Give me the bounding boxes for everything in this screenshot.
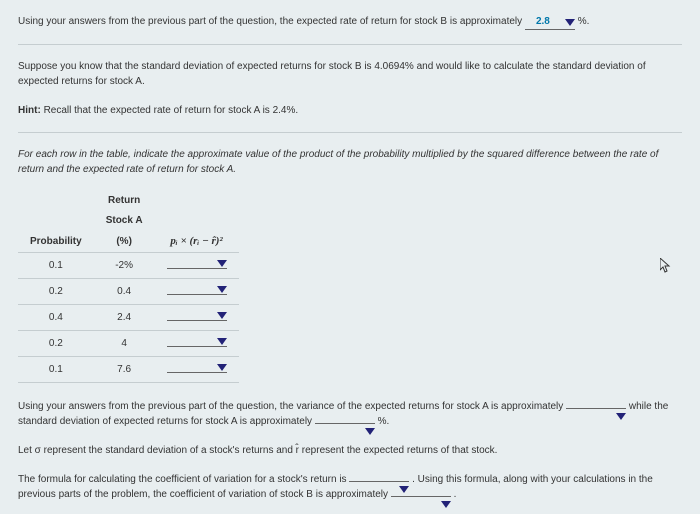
caret-icon bbox=[217, 310, 227, 325]
dropdown-value: 2.8 bbox=[536, 16, 550, 27]
dropdown-rate-b[interactable]: 2.8 bbox=[525, 14, 575, 30]
variance-b: while the bbox=[629, 401, 668, 412]
instruction-line1: For each row in the table, indicate the … bbox=[18, 149, 658, 160]
let-text: Let σ represent the standard deviation o… bbox=[18, 445, 497, 456]
caret-icon bbox=[616, 411, 626, 426]
formula-c: previous parts of the problem, the coeff… bbox=[18, 489, 388, 500]
col-return-3: (%) bbox=[94, 231, 155, 253]
intro-paragraph: Using your answers from the previous par… bbox=[18, 14, 682, 30]
suppose-line1: Suppose you know that the standard devia… bbox=[18, 61, 646, 72]
dropdown-coefficient[interactable] bbox=[391, 496, 451, 497]
cell-probability: 0.4 bbox=[18, 305, 94, 331]
caret-icon bbox=[365, 426, 375, 441]
divider bbox=[18, 132, 682, 133]
table-row: 0.20.4 bbox=[18, 279, 239, 305]
formula-b: . Using this formula, along with your ca… bbox=[412, 474, 653, 485]
cell-product bbox=[155, 331, 239, 357]
caret-icon bbox=[441, 499, 451, 514]
instruction-line2: return and the expected rate of return f… bbox=[18, 164, 236, 175]
hint-label: Hint: bbox=[18, 105, 41, 116]
suppose-line2: expected returns for stock A. bbox=[18, 76, 145, 87]
dropdown-stddev[interactable] bbox=[315, 423, 375, 424]
dropdown-product[interactable] bbox=[167, 283, 227, 295]
formula-d: . bbox=[454, 489, 457, 500]
dropdown-product[interactable] bbox=[167, 361, 227, 373]
col-formula: pᵢ × (rᵢ − r̂)² bbox=[155, 231, 239, 253]
cell-return: 0.4 bbox=[94, 279, 155, 305]
cell-probability: 0.1 bbox=[18, 357, 94, 383]
caret-icon bbox=[565, 17, 575, 32]
col-return-2: Stock A bbox=[94, 211, 155, 231]
hint-paragraph: Hint: Recall that the expected rate of r… bbox=[18, 103, 682, 118]
cell-return: 2.4 bbox=[94, 305, 155, 331]
divider bbox=[18, 44, 682, 45]
dropdown-product[interactable] bbox=[167, 335, 227, 347]
let-paragraph: Let σ represent the standard deviation o… bbox=[18, 443, 682, 458]
formula-paragraph: The formula for calculating the coeffici… bbox=[18, 472, 682, 502]
hint-text: Recall that the expected rate of return … bbox=[44, 105, 299, 116]
caret-icon bbox=[217, 258, 227, 273]
variance-c: standard deviation of expected returns f… bbox=[18, 416, 312, 427]
cell-probability: 0.2 bbox=[18, 331, 94, 357]
dropdown-variance[interactable] bbox=[566, 408, 626, 409]
variance-paragraph: Using your answers from the previous par… bbox=[18, 399, 682, 429]
dropdown-formula[interactable] bbox=[349, 481, 409, 482]
cell-return: 7.6 bbox=[94, 357, 155, 383]
intro-text-b: %. bbox=[578, 16, 590, 27]
cell-product bbox=[155, 279, 239, 305]
cell-return: -2% bbox=[94, 253, 155, 279]
table-row: 0.42.4 bbox=[18, 305, 239, 331]
cursor-icon bbox=[660, 258, 672, 280]
dropdown-product[interactable] bbox=[167, 257, 227, 269]
suppose-paragraph: Suppose you know that the standard devia… bbox=[18, 59, 682, 89]
table-row: 0.1-2% bbox=[18, 253, 239, 279]
caret-icon bbox=[217, 362, 227, 377]
caret-icon bbox=[217, 336, 227, 351]
intro-text-a: Using your answers from the previous par… bbox=[18, 16, 522, 27]
table-row: 0.17.6 bbox=[18, 357, 239, 383]
col-probability: Probability bbox=[18, 231, 94, 253]
formula-a: The formula for calculating the coeffici… bbox=[18, 474, 347, 485]
table-row: 0.24 bbox=[18, 331, 239, 357]
probability-table: Return Stock A Probability (%) pᵢ × (rᵢ … bbox=[18, 191, 239, 383]
cell-probability: 0.1 bbox=[18, 253, 94, 279]
variance-a: Using your answers from the previous par… bbox=[18, 401, 563, 412]
cell-product bbox=[155, 253, 239, 279]
cell-product bbox=[155, 357, 239, 383]
variance-d: %. bbox=[378, 416, 390, 427]
cell-probability: 0.2 bbox=[18, 279, 94, 305]
dropdown-product[interactable] bbox=[167, 309, 227, 321]
cell-return: 4 bbox=[94, 331, 155, 357]
caret-icon bbox=[217, 284, 227, 299]
table-instruction: For each row in the table, indicate the … bbox=[18, 147, 682, 177]
col-return-1: Return bbox=[94, 191, 155, 211]
cell-product bbox=[155, 305, 239, 331]
